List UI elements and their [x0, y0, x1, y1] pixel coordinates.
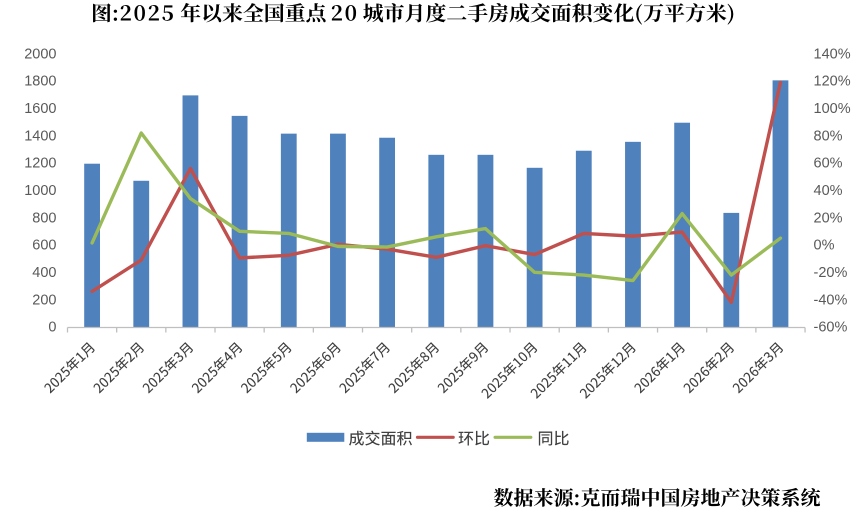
svg-text:80%: 80%: [814, 128, 843, 144]
svg-text:800: 800: [32, 210, 56, 226]
svg-text:1200: 1200: [24, 156, 56, 172]
svg-text:40%: 40%: [814, 183, 843, 199]
svg-text:20%: 20%: [814, 210, 843, 226]
svg-text:0%: 0%: [814, 238, 835, 254]
svg-text:1600: 1600: [24, 101, 56, 117]
svg-text:-20%: -20%: [814, 265, 848, 281]
svg-text:120%: 120%: [814, 74, 851, 90]
svg-text:140%: 140%: [814, 46, 851, 62]
svg-text:1400: 1400: [24, 128, 56, 144]
svg-text:1000: 1000: [24, 183, 56, 199]
svg-text:200: 200: [32, 292, 56, 308]
svg-text:600: 600: [32, 238, 56, 254]
svg-text:0: 0: [48, 320, 56, 336]
svg-text:60%: 60%: [814, 156, 843, 172]
svg-text:1800: 1800: [24, 74, 56, 90]
svg-text:2000: 2000: [24, 46, 56, 62]
svg-text:100%: 100%: [814, 101, 851, 117]
svg-text:400: 400: [32, 265, 56, 281]
svg-text:-40%: -40%: [814, 292, 848, 308]
svg-text:-60%: -60%: [814, 320, 848, 336]
